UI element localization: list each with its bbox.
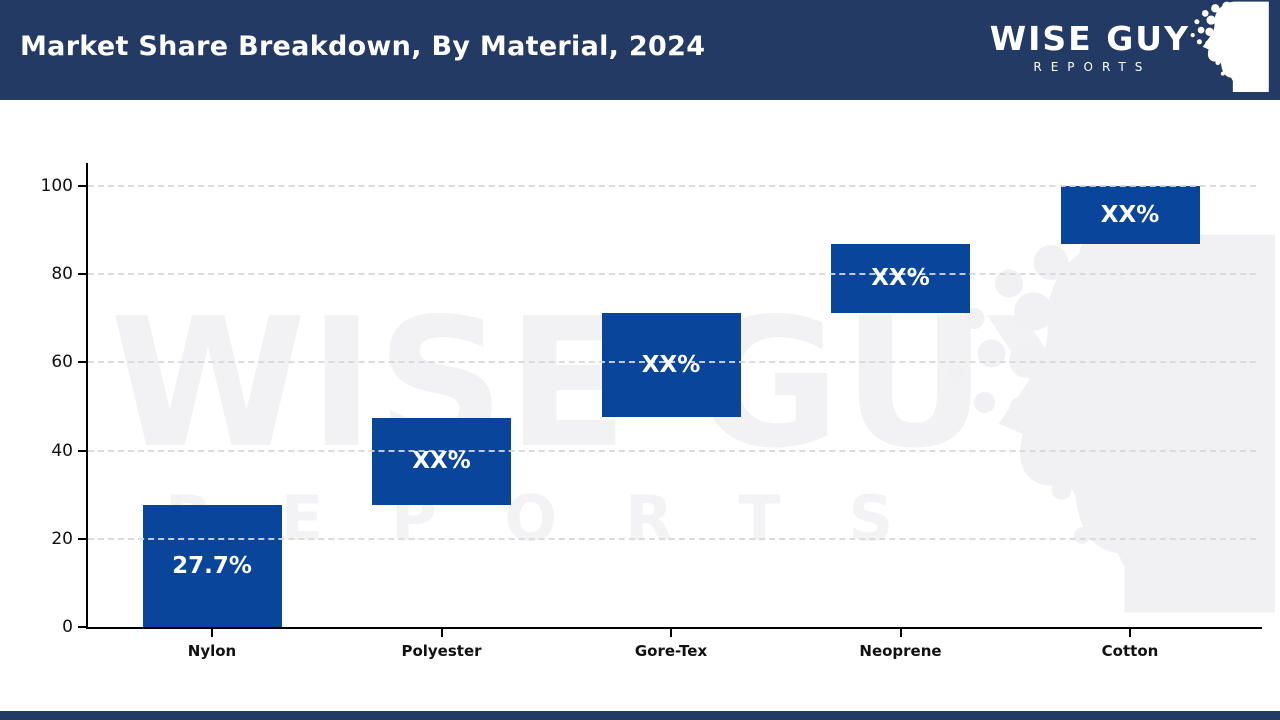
- wise-guy-head-icon: [1184, 0, 1270, 96]
- x-tick-mark: [670, 629, 672, 637]
- gridline: [88, 185, 1256, 187]
- x-category-label: Neoprene: [859, 642, 942, 660]
- gridline: [88, 449, 1256, 452]
- x-tick-mark: [440, 629, 443, 637]
- logo-text: WISE GUY REPORTS: [990, 22, 1190, 74]
- gridline: [88, 273, 1256, 276]
- bar: [601, 312, 741, 417]
- x-category-label: Gore-Tex: [634, 642, 708, 660]
- x-category-label: Cotton: [1101, 642, 1159, 660]
- bar: [372, 417, 511, 505]
- bar: [831, 243, 970, 313]
- y-tick-label: 20: [51, 528, 73, 549]
- x-category-label: Nylon: [187, 642, 237, 660]
- y-tick-label: 40: [51, 440, 73, 461]
- chart-title: Market Share Breakdown, By Material, 202…: [20, 30, 706, 62]
- bar-label: XX%: [871, 265, 930, 292]
- wise-guy-logo: WISE GUY REPORTS: [990, 0, 1270, 96]
- y-tick-label: 100: [40, 176, 73, 196]
- y-tick-mark: [78, 626, 86, 628]
- x-tick-mark: [1129, 629, 1131, 637]
- y-tick-mark: [78, 361, 86, 364]
- logo-subtitle: REPORTS: [1033, 60, 1152, 74]
- watermark-subtitle: REPORTS: [165, 482, 962, 555]
- y-tick-mark: [78, 185, 86, 187]
- gridline: [88, 361, 1256, 364]
- bar-label: XX%: [1100, 201, 1160, 228]
- bar-label: XX%: [412, 448, 471, 475]
- y-tick-label: 60: [51, 352, 73, 373]
- y-tick-mark: [78, 449, 86, 452]
- header-banner: Market Share Breakdown, By Material, 202…: [0, 0, 1280, 100]
- bar-label: XX%: [641, 351, 701, 378]
- bar: [1060, 186, 1200, 244]
- x-tick-mark: [899, 629, 902, 637]
- y-tick-label: 80: [51, 264, 73, 285]
- y-tick-mark: [78, 273, 86, 276]
- x-axis-spine: [86, 627, 1262, 629]
- y-tick-label: 0: [62, 617, 73, 637]
- bar: [142, 504, 282, 627]
- logo-wordmark: WISE GUY: [989, 19, 1190, 58]
- x-tick-mark: [211, 629, 213, 637]
- gridline: [88, 537, 1256, 540]
- bar-label: 27.7%: [172, 552, 252, 579]
- y-axis-spine: [86, 163, 88, 629]
- y-tick-mark: [78, 537, 86, 540]
- chart-area: WISE GUY REPORTS 0 20 40 60 80 1: [0, 100, 1280, 711]
- x-category-label: Polyester: [401, 642, 482, 660]
- footer-strip: [0, 711, 1280, 720]
